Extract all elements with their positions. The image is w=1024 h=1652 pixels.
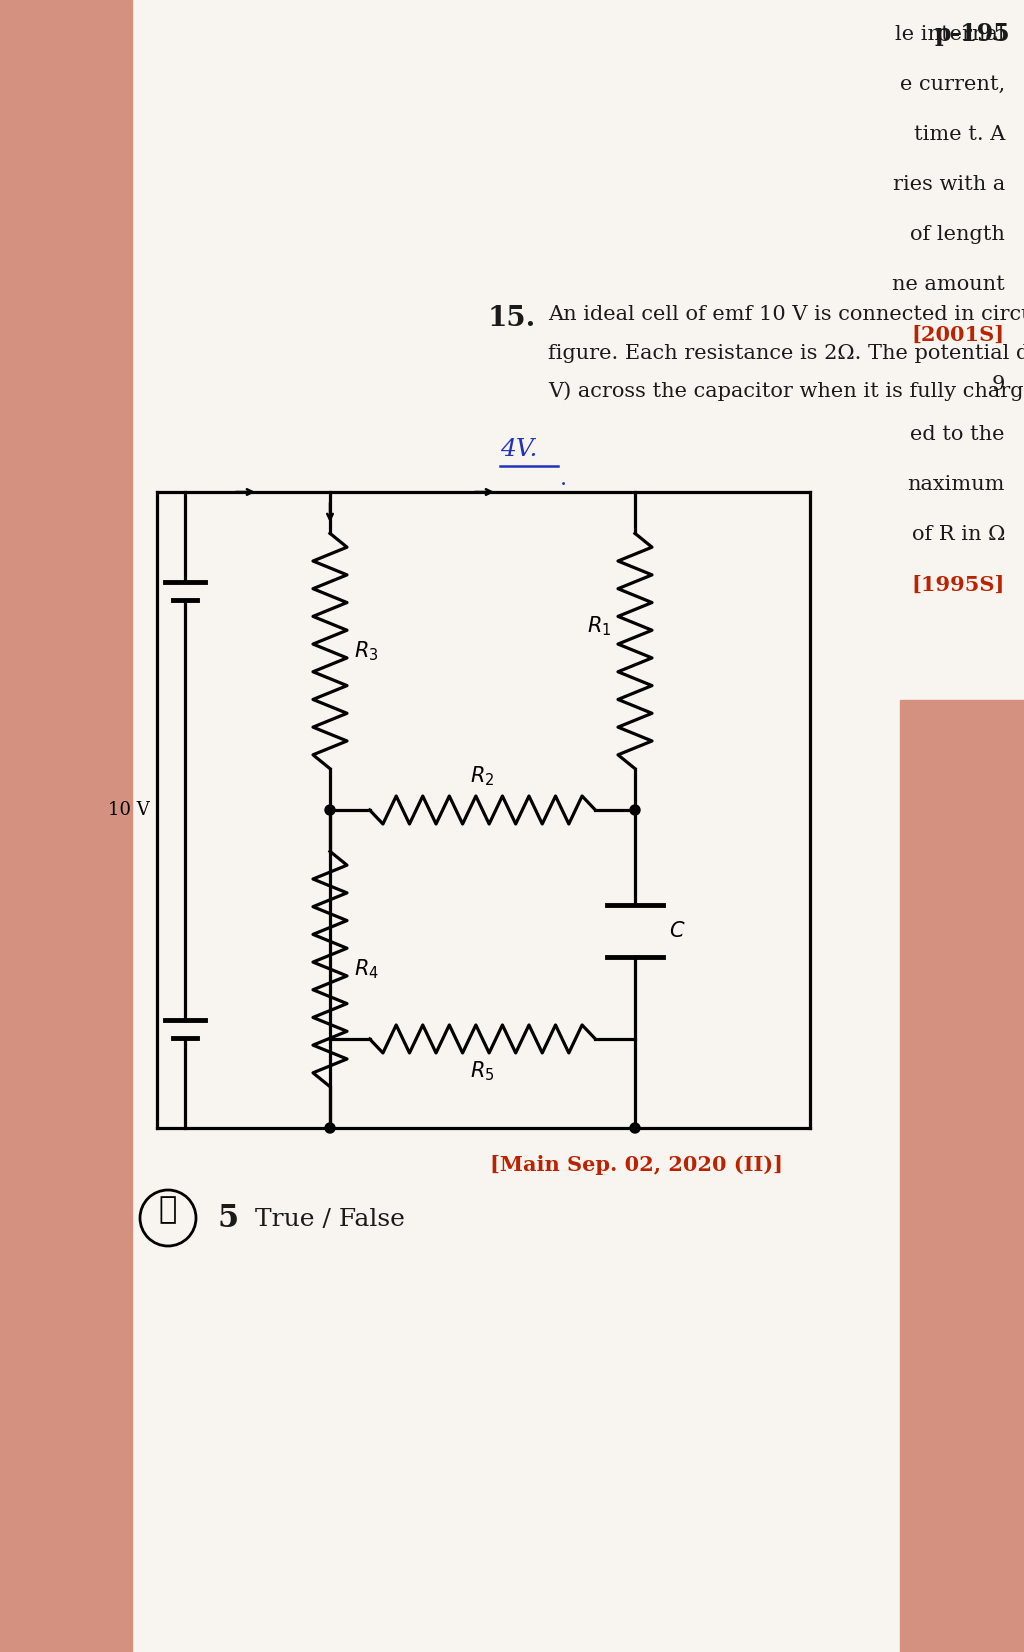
Circle shape bbox=[325, 805, 335, 814]
Text: $R_1$: $R_1$ bbox=[587, 615, 611, 638]
Text: ed to the: ed to the bbox=[910, 425, 1005, 444]
Text: of R in Ω: of R in Ω bbox=[911, 525, 1005, 544]
Text: $R_5$: $R_5$ bbox=[470, 1059, 495, 1082]
Text: 💡: 💡 bbox=[159, 1196, 177, 1224]
Circle shape bbox=[630, 805, 640, 814]
Text: An ideal cell of emf 10 V is connected in circuit shown in: An ideal cell of emf 10 V is connected i… bbox=[548, 306, 1024, 324]
Text: $R_3$: $R_3$ bbox=[354, 639, 379, 662]
Text: naximum: naximum bbox=[907, 476, 1005, 494]
Text: $R_4$: $R_4$ bbox=[354, 957, 379, 981]
Bar bbox=[0, 0, 132, 1652]
Text: ries with a: ries with a bbox=[893, 175, 1005, 193]
Text: 9: 9 bbox=[991, 375, 1005, 393]
Text: $R_2$: $R_2$ bbox=[470, 765, 495, 788]
Text: .: . bbox=[560, 468, 567, 491]
Bar bbox=[132, 0, 1024, 1652]
Text: [1995S]: [1995S] bbox=[911, 575, 1005, 595]
Text: p-195: p-195 bbox=[934, 21, 1010, 46]
Text: 5: 5 bbox=[218, 1203, 240, 1234]
Text: V) across the capacitor when it is fully charged is: V) across the capacitor when it is fully… bbox=[548, 382, 1024, 401]
Text: e current,: e current, bbox=[900, 74, 1005, 94]
Text: of length: of length bbox=[910, 225, 1005, 244]
Text: 10 V: 10 V bbox=[109, 801, 150, 819]
Text: True / False: True / False bbox=[255, 1208, 404, 1231]
Text: [Main Sep. 02, 2020 (II)]: [Main Sep. 02, 2020 (II)] bbox=[490, 1155, 783, 1175]
Circle shape bbox=[630, 1123, 640, 1133]
Text: [2001S]: [2001S] bbox=[912, 325, 1005, 345]
Text: 15.: 15. bbox=[488, 306, 537, 332]
Text: 4V.: 4V. bbox=[500, 438, 538, 461]
Bar bbox=[900, 700, 1024, 1652]
Circle shape bbox=[325, 1123, 335, 1133]
Text: le internal: le internal bbox=[895, 25, 1005, 45]
Text: ne amount: ne amount bbox=[892, 274, 1005, 294]
Text: figure. Each resistance is 2Ω. The potential difference (in: figure. Each resistance is 2Ω. The poten… bbox=[548, 344, 1024, 363]
Text: $C$: $C$ bbox=[669, 922, 685, 942]
Text: time t. A: time t. A bbox=[913, 126, 1005, 144]
